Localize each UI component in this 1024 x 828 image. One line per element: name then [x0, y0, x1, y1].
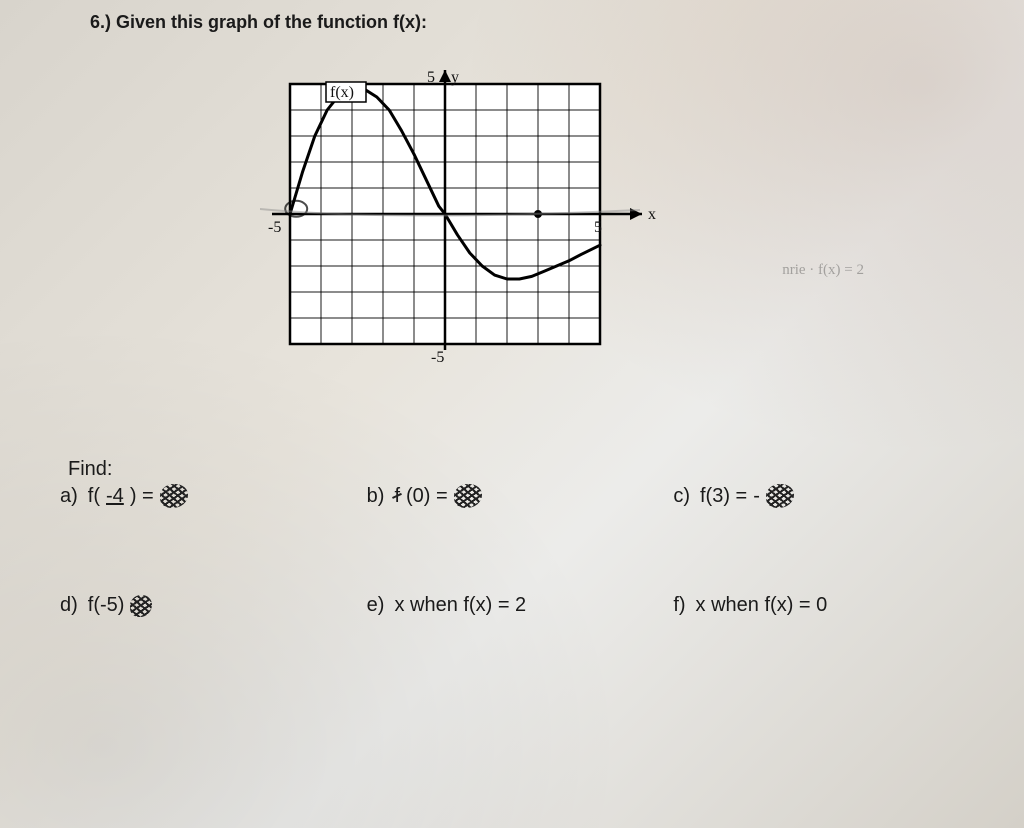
answer-letter: d)	[60, 594, 78, 617]
graph-container: xy5-5-55f(x)	[260, 54, 660, 374]
answer-expr: f(-5)	[88, 594, 125, 617]
answer-expr-pre: f(	[88, 485, 100, 508]
answer-letter: e)	[367, 594, 385, 617]
answer-letter: c)	[673, 485, 690, 508]
margin-scribble-note: nrie · f(x) = 2	[782, 262, 864, 279]
answer-e: e) x when f(x) = 2	[367, 594, 664, 617]
scribble-icon	[130, 595, 152, 617]
struck-f: f	[394, 485, 400, 508]
answer-letter: f)	[673, 594, 685, 617]
svg-text:x: x	[648, 206, 656, 223]
answer-letter: b)	[367, 485, 385, 508]
answer-expr-post: ) =	[130, 485, 154, 508]
answer-expr: x when f(x) = 0	[696, 594, 828, 617]
svg-text:5: 5	[427, 69, 435, 86]
answer-expr: x when f(x) = 2	[394, 594, 526, 617]
scribble-icon	[454, 484, 482, 508]
answer-b: b) f (0) =	[367, 484, 664, 508]
answer-arg: -4	[106, 485, 124, 508]
answers-grid: a) f( -4 ) = b) f (0) = c) f(3) = - d) f(-5…	[60, 484, 970, 617]
svg-text:-5: -5	[268, 219, 281, 236]
function-graph: xy5-5-55f(x)	[260, 54, 660, 394]
scribble-icon	[766, 484, 794, 508]
answer-f: f) x when f(x) = 0	[673, 594, 970, 617]
answer-a: a) f( -4 ) =	[60, 484, 357, 508]
answer-expr: f(3) =	[700, 485, 747, 508]
answer-c: c) f(3) = -	[673, 484, 970, 508]
question-prompt: 6.) Given this graph of the function f(x…	[90, 12, 427, 33]
neg-sign: -	[753, 485, 760, 508]
svg-text:-5: -5	[431, 349, 444, 366]
question-text: Given this graph of the function f(x):	[116, 12, 427, 32]
svg-text:f(x): f(x)	[330, 84, 354, 101]
find-label: Find:	[68, 458, 112, 481]
svg-text:5: 5	[594, 219, 602, 236]
scribble-icon	[160, 484, 188, 508]
answer-d: d) f(-5)	[60, 594, 357, 617]
svg-text:y: y	[451, 69, 459, 86]
question-number: 6.)	[90, 12, 111, 32]
answer-letter: a)	[60, 485, 78, 508]
answer-expr: (0) =	[406, 485, 448, 508]
